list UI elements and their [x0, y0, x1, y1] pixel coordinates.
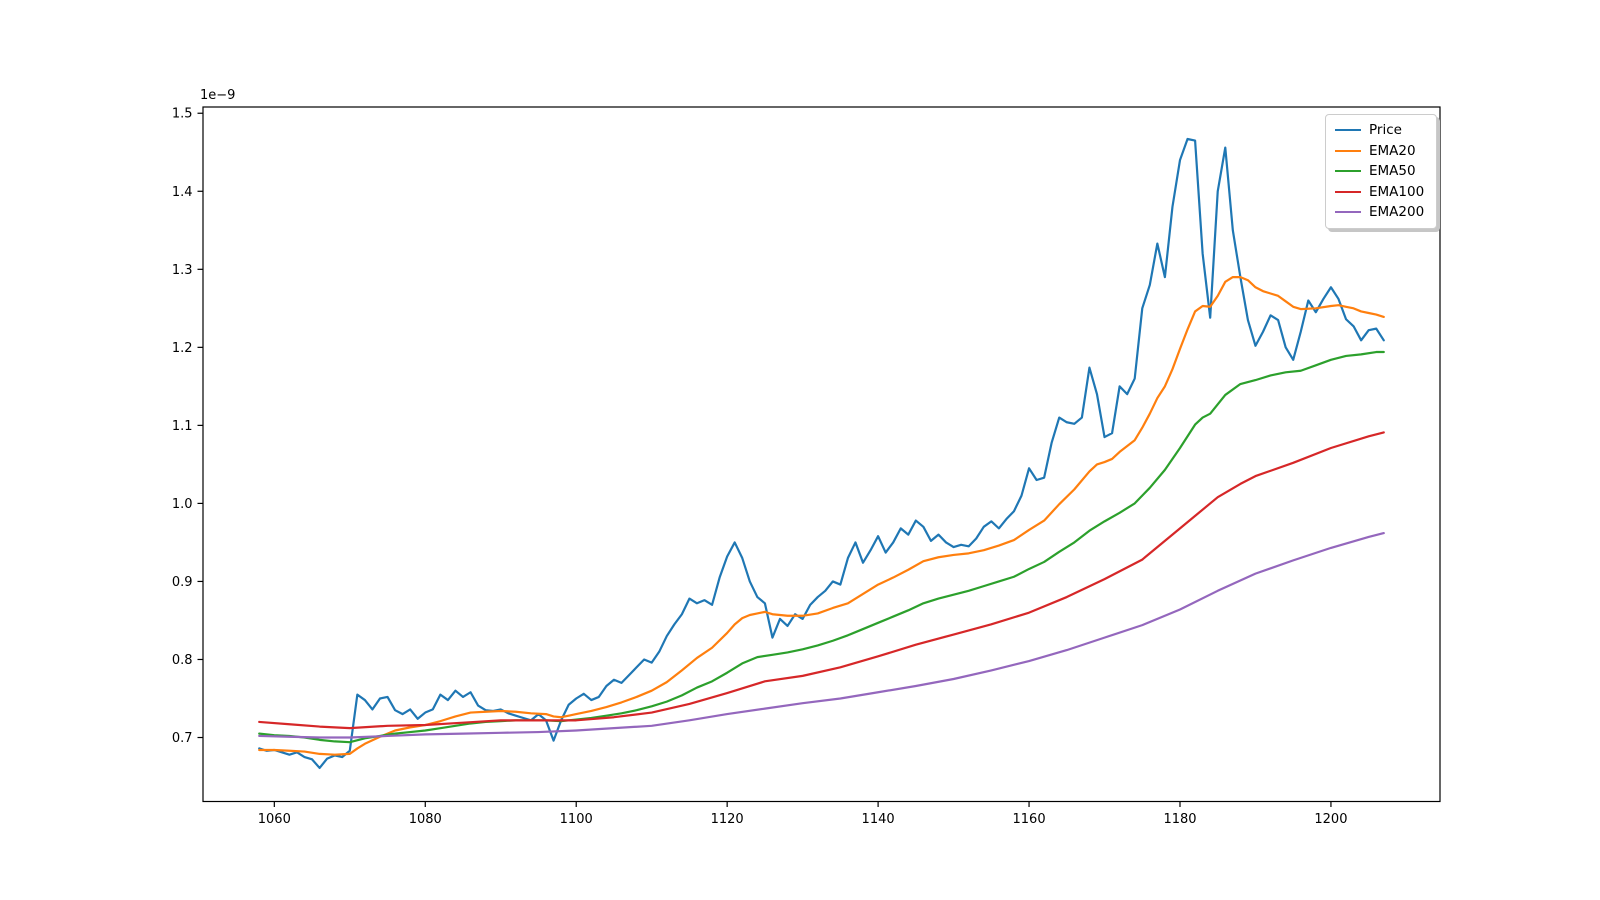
- x-tick-label: 1180: [1163, 812, 1196, 827]
- legend-entry-ema200: EMA200: [1335, 202, 1428, 223]
- ema100-legend-line-icon: [1335, 190, 1361, 193]
- x-tick-label: 1200: [1314, 812, 1347, 827]
- legend-entry-price: Price: [1335, 120, 1428, 141]
- legend-entry-ema100: EMA100: [1335, 182, 1428, 203]
- y-tick-label: 1.3: [172, 263, 193, 278]
- legend-label: Price: [1369, 122, 1402, 139]
- price-legend-line-icon: [1335, 129, 1361, 132]
- price-line: [258, 137, 1385, 770]
- x-tick-label: 1080: [409, 812, 442, 827]
- x-tick-label: 1140: [862, 812, 895, 827]
- legend-entry-ema20: EMA20: [1335, 141, 1428, 162]
- x-tick-label: 1160: [1013, 812, 1046, 827]
- legend: Price EMA20 EMA50 EMA100 EMA200: [1325, 114, 1437, 229]
- legend-label: EMA100: [1369, 183, 1425, 200]
- ema20-line: [258, 276, 1385, 756]
- x-tick-label: 1120: [711, 812, 744, 827]
- ema100-line: [258, 431, 1385, 730]
- ema200-legend-line-icon: [1335, 211, 1361, 214]
- y-tick-label: 1.4: [172, 185, 193, 200]
- ema50-legend-line-icon: [1335, 170, 1361, 173]
- y-tick-label: 1.1: [172, 419, 193, 434]
- ema20-legend-line-icon: [1335, 149, 1361, 152]
- y-tick-label: 0.7: [172, 731, 193, 746]
- y-tick-label: 0.9: [172, 575, 193, 590]
- y-tick-label: 1.2: [172, 341, 193, 356]
- axes-spines: [202, 106, 1441, 803]
- legend-entry-ema50: EMA50: [1335, 161, 1428, 182]
- legend-label: EMA50: [1369, 163, 1416, 180]
- y-tick-label: 1.0: [172, 497, 193, 512]
- legend-label: EMA20: [1369, 142, 1416, 159]
- y-axis-offset-label: 1e−9: [200, 88, 236, 103]
- y-tick-label: 1.5: [172, 107, 193, 122]
- legend-label: EMA200: [1369, 204, 1425, 221]
- ema50-line: [258, 350, 1385, 744]
- x-tick-label: 1060: [258, 812, 291, 827]
- y-tick-label: 0.8: [172, 653, 193, 668]
- ema200-line: [258, 531, 1385, 739]
- x-tick-label: 1100: [560, 812, 593, 827]
